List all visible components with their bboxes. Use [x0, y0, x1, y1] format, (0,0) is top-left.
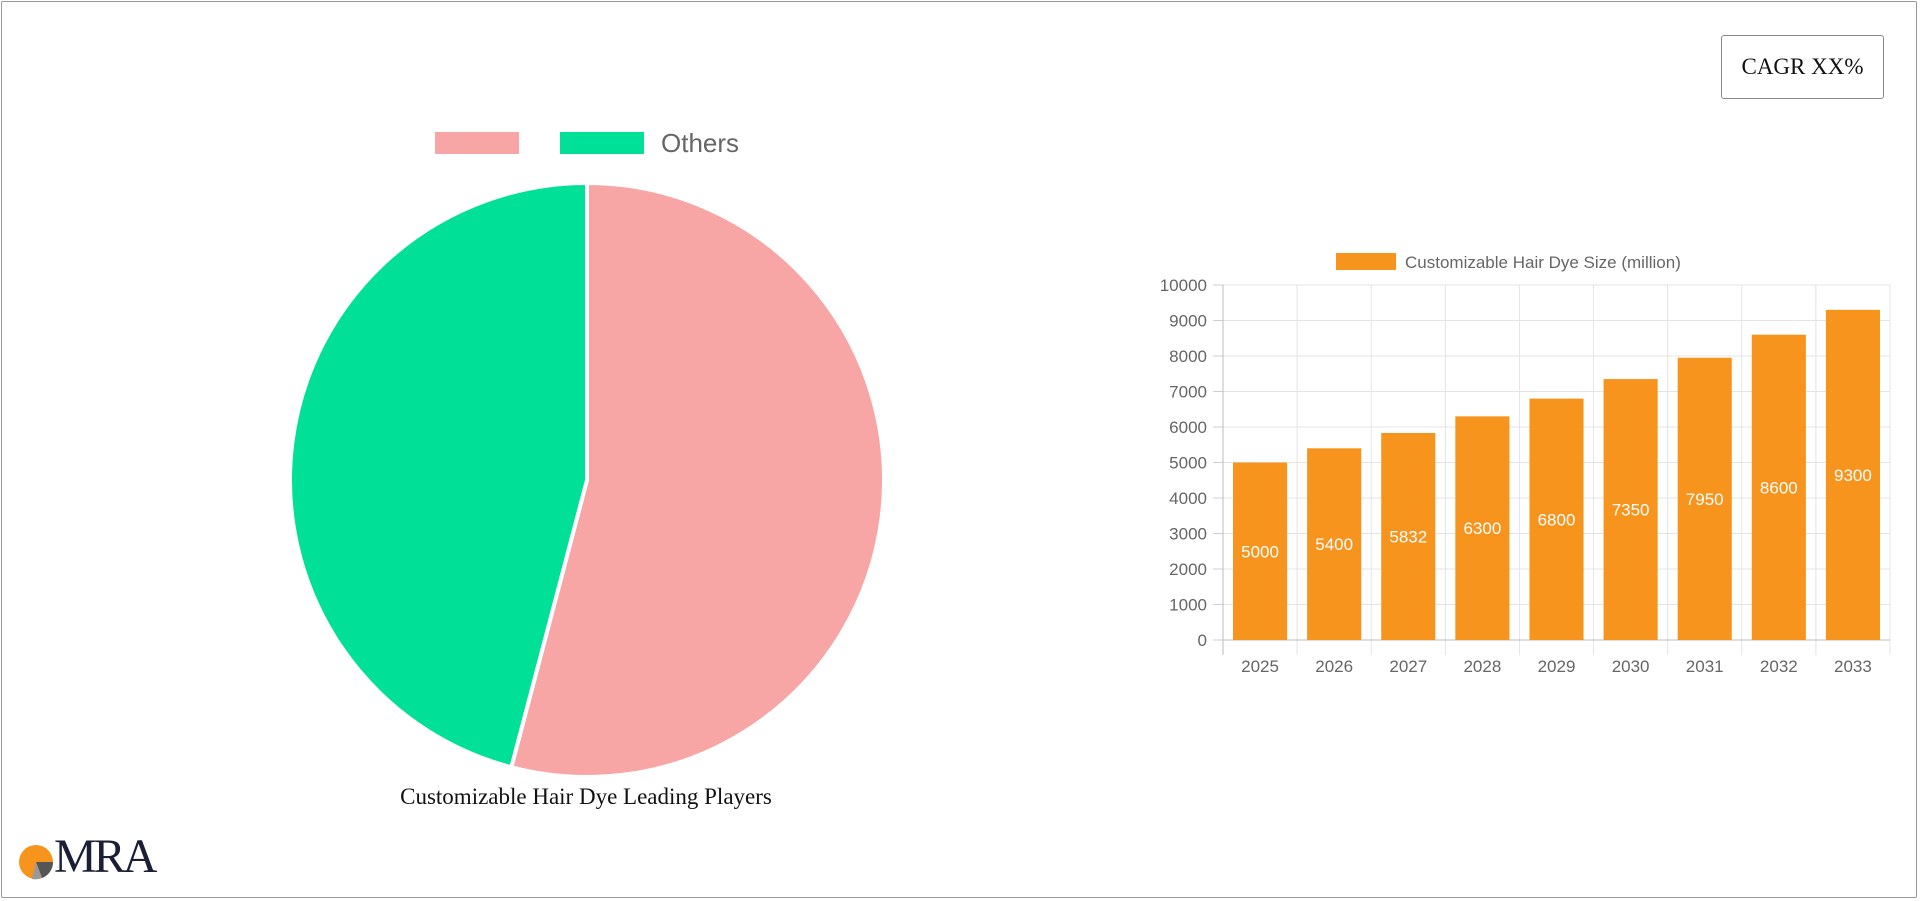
y-tick-label: 8000 [1169, 347, 1207, 366]
pie-slice-leading [508, 180, 886, 779]
x-tick-label: 2030 [1612, 657, 1650, 676]
bar-value-label: 7950 [1686, 490, 1724, 509]
bar-value-label: 6300 [1463, 519, 1501, 538]
pie-slice-others [288, 180, 589, 770]
bar [1677, 357, 1732, 640]
y-tick-label: 1000 [1169, 596, 1207, 615]
y-tick-label: 3000 [1169, 525, 1207, 544]
bar-chart: Customizable Hair Dye Size (million) 0 100… [1160, 253, 1891, 676]
x-tick-label: 2028 [1463, 657, 1501, 676]
bar-value-label: 9300 [1834, 466, 1872, 485]
legend-swatch [1336, 253, 1396, 270]
bar [1825, 309, 1880, 640]
y-tick-label: 7000 [1169, 383, 1207, 402]
logo-text: MRA [54, 830, 157, 883]
bar-value-label: 5000 [1241, 542, 1279, 561]
x-tick-label: 2029 [1538, 657, 1576, 676]
cagr-label: CAGR XX% [1741, 54, 1864, 79]
bar [1381, 432, 1436, 640]
bar-value-label: 6800 [1538, 510, 1576, 529]
x-tick-label: 2027 [1389, 657, 1427, 676]
cagr-badge: CAGR XX% [1721, 35, 1884, 99]
bar [1233, 462, 1288, 640]
bar [1603, 379, 1658, 640]
y-tick-label: 6000 [1169, 418, 1207, 437]
y-tick-label: 2000 [1169, 560, 1207, 579]
legend-label: Others [661, 128, 739, 158]
bar [1307, 448, 1362, 640]
pie-caption: Customizable Hair Dye Leading Players [400, 784, 772, 809]
x-tick-label: 2031 [1686, 657, 1724, 676]
bar-value-label: 7350 [1612, 501, 1650, 520]
bar [1751, 334, 1806, 640]
x-tick-label: 2033 [1834, 657, 1872, 676]
bar-value-label: 5400 [1315, 535, 1353, 554]
legend-label: Customizable Hair Dye Size (million) [1405, 253, 1681, 272]
y-tick-label: 9000 [1169, 312, 1207, 331]
x-tick-label: 2032 [1760, 657, 1798, 676]
bar-value-label: 5832 [1389, 527, 1427, 546]
bar [1529, 398, 1584, 640]
legend-swatch [435, 132, 519, 154]
bar-value-label: 8600 [1760, 478, 1798, 497]
x-tick-label: 2026 [1315, 657, 1353, 676]
y-tick-label: 4000 [1169, 489, 1207, 508]
logo-mark-icon [19, 845, 54, 880]
legend-swatch [560, 132, 644, 154]
y-tick-label: 5000 [1169, 454, 1207, 473]
bar [1455, 416, 1510, 640]
x-tick-label: 2025 [1241, 657, 1279, 676]
y-tick-label: 0 [1198, 631, 1207, 650]
y-tick-label: 10000 [1160, 276, 1207, 295]
pie-chart: Others [288, 128, 886, 779]
